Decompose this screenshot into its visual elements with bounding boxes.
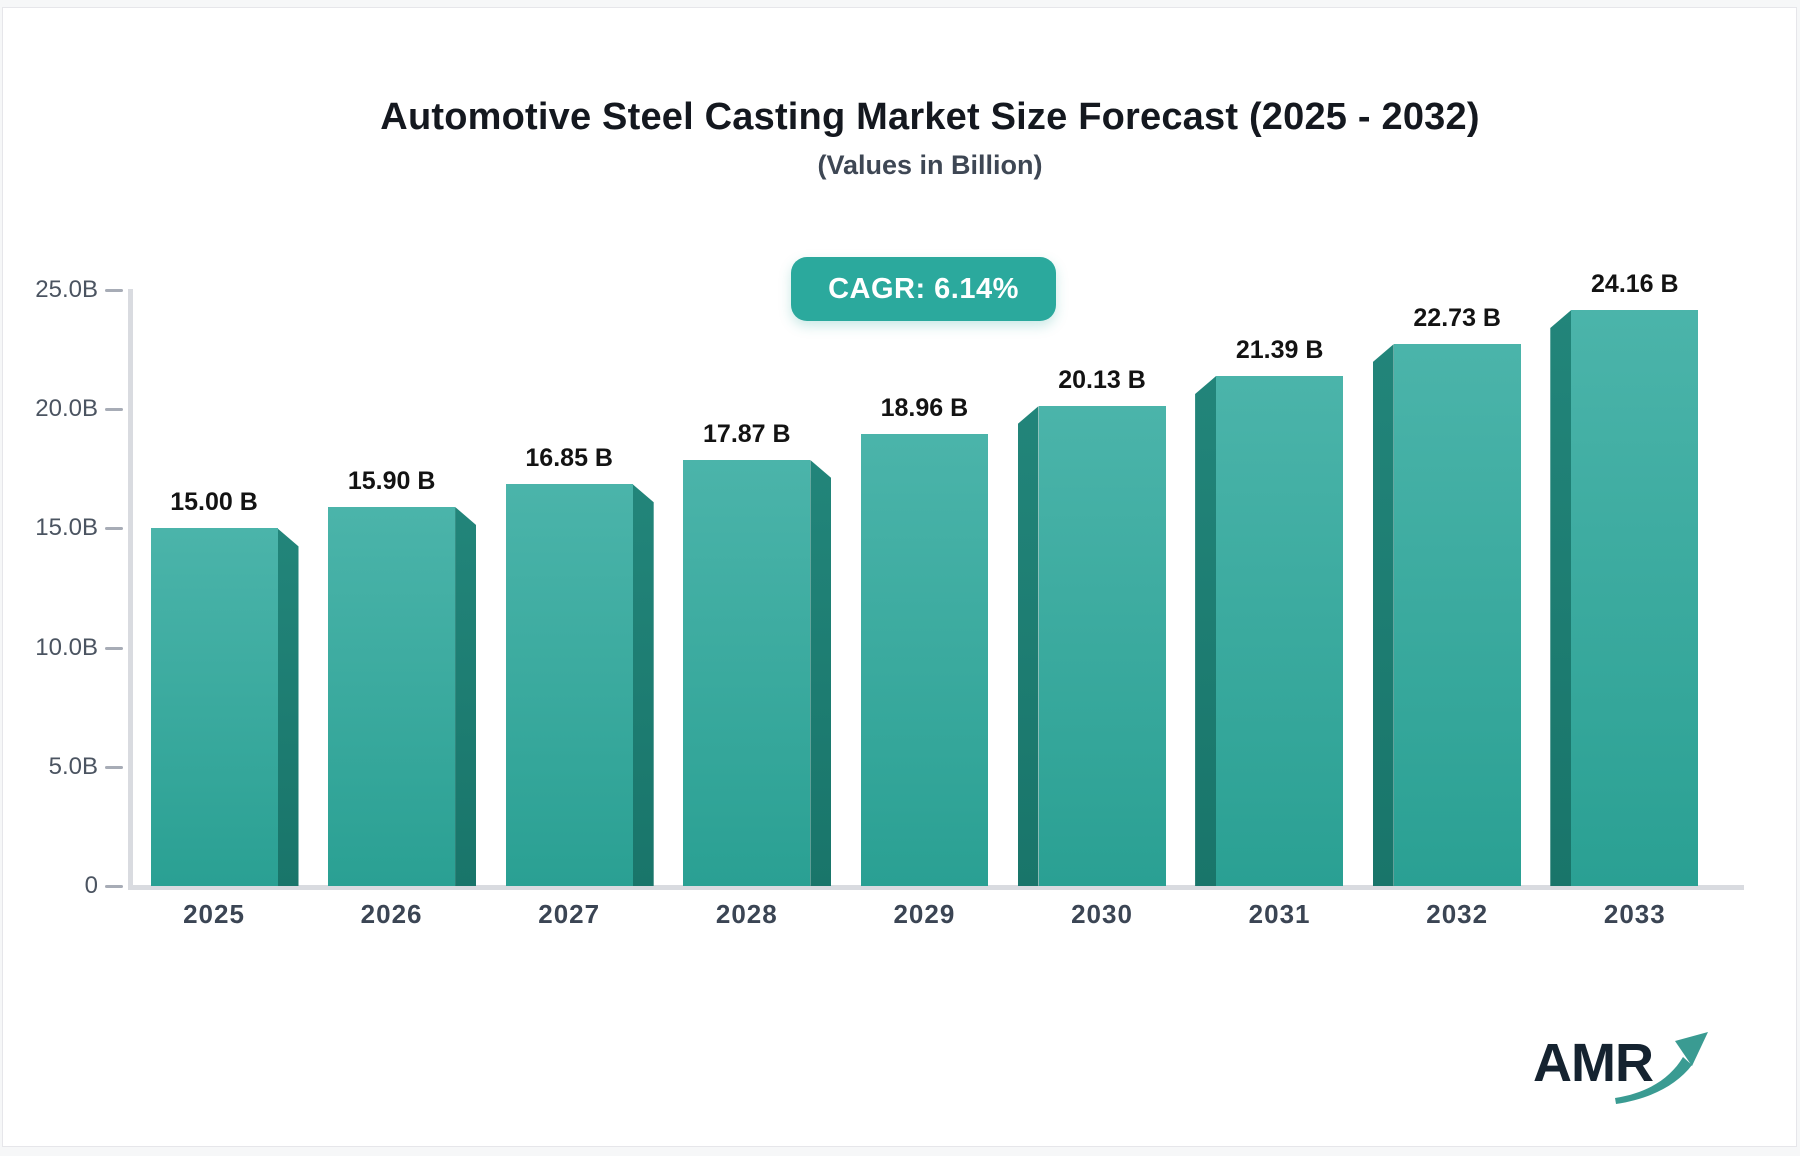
x-axis-label-2033: 2033 — [1603, 899, 1666, 929]
bar-side-panel-2031 — [1195, 376, 1217, 886]
y-axis-tick-mark — [105, 408, 123, 412]
bar-side-panel-2032 — [1372, 344, 1394, 886]
bar-value-label: 21.39 B — [1235, 336, 1324, 365]
bar-value-label: 17.87 B — [703, 419, 791, 448]
y-axis-line — [128, 289, 133, 888]
x-axis-label-2029: 2029 — [893, 899, 956, 929]
x-axis-label-2030: 2030 — [1071, 899, 1133, 929]
y-axis-tick-mark — [105, 765, 123, 769]
chart-subtitle: (Values in Billion) — [817, 150, 1043, 180]
y-axis-tick-label: 5.0B — [48, 752, 98, 780]
bar-side-panel-2026 — [455, 506, 477, 886]
y-axis-tick-label: 20.0B — [35, 395, 98, 423]
bar-value-label: 18.96 B — [880, 393, 969, 422]
x-axis-line — [128, 885, 1744, 890]
y-axis-tick-mark — [105, 646, 123, 650]
bar-face-2033[interactable] — [1571, 310, 1699, 886]
bar-value-label: 16.85 B — [525, 444, 613, 473]
bar-side-panel-2028 — [810, 459, 832, 886]
y-axis-tick-mark — [105, 527, 123, 531]
bar-value-label: 22.73 B — [1413, 304, 1501, 333]
bar-face-2031[interactable] — [1216, 376, 1344, 886]
growth-arrow-icon — [1615, 1032, 1708, 1104]
x-axis-label-2032: 2032 — [1426, 899, 1489, 929]
bar-face-2030[interactable] — [1038, 406, 1166, 886]
x-axis-label-2026: 2026 — [360, 899, 423, 929]
amr-logo: AMR — [1533, 1030, 1713, 1110]
y-axis-tick-mark — [105, 289, 123, 292]
bar-face-2027[interactable] — [505, 484, 633, 886]
bar-value-label: 24.16 B — [1591, 270, 1679, 299]
amr-logo-text: AMR — [1533, 1033, 1654, 1093]
x-axis-label-2027: 2027 — [538, 899, 601, 929]
bar-side-panel-2030 — [1017, 406, 1039, 886]
bar-side-panel-2025 — [277, 528, 299, 886]
bar-face-2029[interactable] — [860, 433, 988, 886]
x-axis-label-2028: 2028 — [715, 899, 778, 929]
y-axis-tick-mark — [105, 885, 123, 888]
bar-face-2026[interactable] — [328, 506, 456, 886]
cagr-badge: CAGR: 6.14% — [791, 257, 1056, 321]
bar-face-2025[interactable] — [150, 528, 278, 886]
y-axis-tick-label: 25.0B — [35, 276, 98, 303]
y-axis-tick-label: 15.0B — [35, 514, 98, 542]
y-axis-tick-label: 0 — [84, 872, 98, 899]
bar-side-panel-2027 — [632, 484, 654, 886]
bar-value-label: 15.00 B — [170, 488, 258, 517]
chart-title: Automotive Steel Casting Market Size For… — [380, 96, 1480, 138]
bar-face-2028[interactable] — [683, 459, 811, 886]
bar-value-label: 15.90 B — [347, 466, 436, 495]
x-axis-label-2031: 2031 — [1248, 899, 1311, 929]
bar-side-panel-2033 — [1550, 310, 1572, 886]
bar-face-2032[interactable] — [1393, 344, 1521, 886]
bar-value-label: 20.13 B — [1058, 366, 1146, 395]
y-axis-tick-label: 10.0B — [35, 633, 98, 661]
x-axis-label-2025: 2025 — [183, 899, 245, 929]
